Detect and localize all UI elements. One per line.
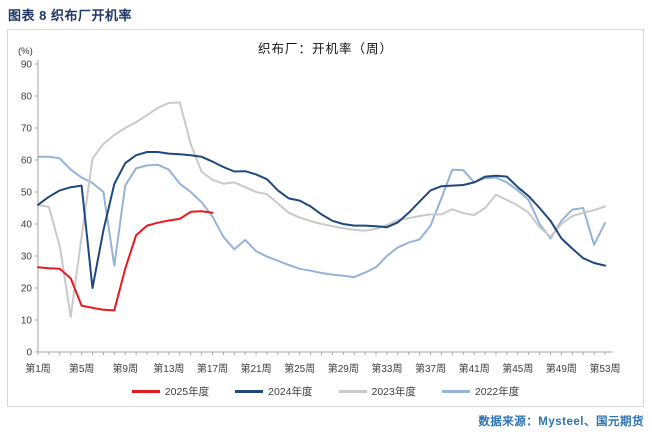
- y-axis-label: 20: [21, 284, 33, 295]
- data-source-caption: 数据来源：Mysteel、国元期货: [478, 416, 644, 428]
- x-axis-label: 第53周: [589, 362, 620, 375]
- legend-swatch: [235, 390, 264, 393]
- x-axis-label: 第1周: [25, 362, 51, 375]
- y-axis-unit-label: (%): [18, 46, 33, 57]
- y-axis-label: 30: [21, 252, 33, 263]
- y-axis-label: 80: [21, 92, 33, 103]
- y-axis-label: 40: [21, 220, 33, 231]
- legend-item-2022年度: 2022年度: [441, 384, 520, 399]
- series-line-2025年度: [37, 210, 214, 312]
- x-axis-label: 第37周: [415, 362, 446, 375]
- series-line-2022年度: [37, 155, 606, 279]
- legend-item-2024年度: 2024年度: [235, 384, 313, 399]
- legend-label: 2023年度: [371, 386, 416, 398]
- legend-label: 2022年度: [474, 386, 520, 398]
- x-axis-label: 第33周: [371, 362, 402, 375]
- x-axis-label: 第41周: [459, 362, 490, 375]
- y-axis-label: 90: [21, 60, 33, 71]
- legend-label: 2024年度: [268, 386, 313, 398]
- y-axis-label: 60: [21, 156, 33, 167]
- chart-container: 织布厂：开机率（周） (%) 0 10 20 30 40 50 60 70 80 90 第1周 第5周…: [7, 29, 644, 407]
- legend-swatch: [338, 390, 367, 393]
- y-axis-label: 50: [21, 188, 33, 199]
- x-axis-label: 第21周: [241, 362, 272, 375]
- x-axis-label: 第5周: [69, 362, 95, 375]
- legend-item-2025年度: 2025年度: [131, 384, 210, 399]
- y-axis-label: 10: [21, 316, 33, 327]
- x-axis-label: 第25周: [284, 362, 315, 375]
- series-line-2023年度: [37, 101, 606, 318]
- x-axis-label: 第13周: [153, 362, 184, 375]
- x-axis-label: 第17周: [197, 362, 228, 375]
- legend-label: 2025年度: [164, 386, 210, 398]
- x-axis-label: 第9周: [112, 362, 138, 375]
- legend-swatch: [441, 390, 470, 393]
- page-title: 图表 8 织布厂开机率: [8, 8, 132, 23]
- x-axis-label: 第29周: [328, 362, 359, 375]
- legend-item-2023年度: 2023年度: [338, 384, 416, 399]
- line-chart-plot: 0 10 20 30 40 50 60 70 80 90 第1周 第5周 第9周 第13周 第17周 第21周…: [21, 60, 621, 376]
- chart-legend: 2025年度 2024年度 2023年度 2022年度: [8, 384, 643, 399]
- x-axis-label: 第49周: [546, 362, 577, 375]
- y-axis-label: 0: [26, 348, 32, 359]
- x-axis-label: 第45周: [502, 362, 533, 375]
- legend-swatch: [131, 390, 160, 393]
- y-axis-label: 70: [21, 124, 33, 135]
- chart-title: 织布厂：开机率（周）: [257, 42, 393, 56]
- series-line-2024年度: [37, 151, 606, 289]
